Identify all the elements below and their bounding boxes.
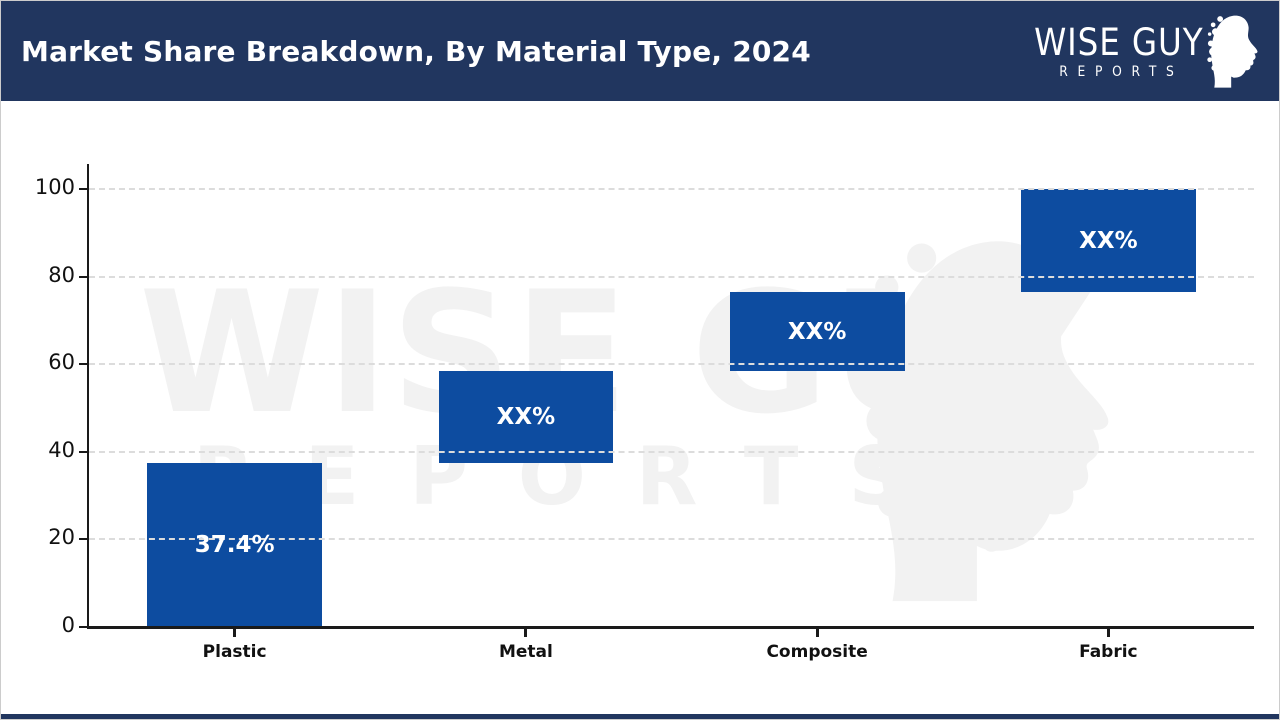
- bar-metal: [438, 371, 614, 464]
- page-title: Market Share Breakdown, By Material Type…: [21, 34, 811, 68]
- y-tick-mark: [79, 363, 87, 366]
- logo-head-icon: [1207, 15, 1258, 88]
- bar-composite: [729, 292, 905, 372]
- y-tick-mark: [79, 275, 87, 278]
- gridline: [89, 275, 1254, 278]
- logo-secondary-text: REPORTS: [1058, 63, 1184, 80]
- x-tick-mark: [815, 629, 819, 637]
- x-category-label: Metal: [498, 642, 553, 662]
- x-tick-mark: [524, 629, 528, 637]
- bar-value-label: XX%: [496, 404, 556, 431]
- y-tick-label: 100: [34, 175, 75, 199]
- y-tick-label: 60: [48, 350, 75, 375]
- y-tick-mark: [79, 538, 87, 541]
- bar-plastic: [147, 463, 322, 627]
- logo-text: WISE GUY REPORTS: [1034, 24, 1203, 79]
- x-category-label: Plastic: [202, 642, 267, 662]
- logo-primary-text: WISE GUY: [1033, 20, 1203, 64]
- header-bar: Market Share Breakdown, By Material Type…: [1, 1, 1279, 101]
- x-tick-mark: [233, 629, 237, 637]
- gridline: [89, 450, 1254, 453]
- y-axis-line: [87, 164, 89, 629]
- gridline: [89, 363, 1254, 366]
- bar-fabric: [1021, 189, 1196, 293]
- wise-guy-logo: WISE GUY REPORTS: [1011, 9, 1269, 93]
- gridline: [89, 188, 1254, 190]
- gridline: [89, 538, 1254, 541]
- y-tick-mark: [79, 626, 87, 628]
- y-tick-mark: [79, 188, 87, 190]
- y-tick-label: 80: [48, 262, 75, 287]
- y-tick-label: 0: [61, 613, 75, 637]
- x-tick-mark: [1106, 629, 1110, 637]
- bar-value-label: XX%: [787, 318, 847, 345]
- y-tick-label: 40: [48, 437, 75, 462]
- x-category-label: Fabric: [1079, 642, 1138, 662]
- footer-strip: [1, 714, 1279, 719]
- y-tick-mark: [79, 450, 87, 453]
- bar-value-label: 37.4%: [194, 532, 275, 559]
- x-axis-line: [87, 626, 1254, 629]
- y-tick-label: 20: [48, 525, 75, 550]
- bar-value-label: XX%: [1079, 227, 1138, 254]
- x-category-label: Composite: [766, 642, 868, 662]
